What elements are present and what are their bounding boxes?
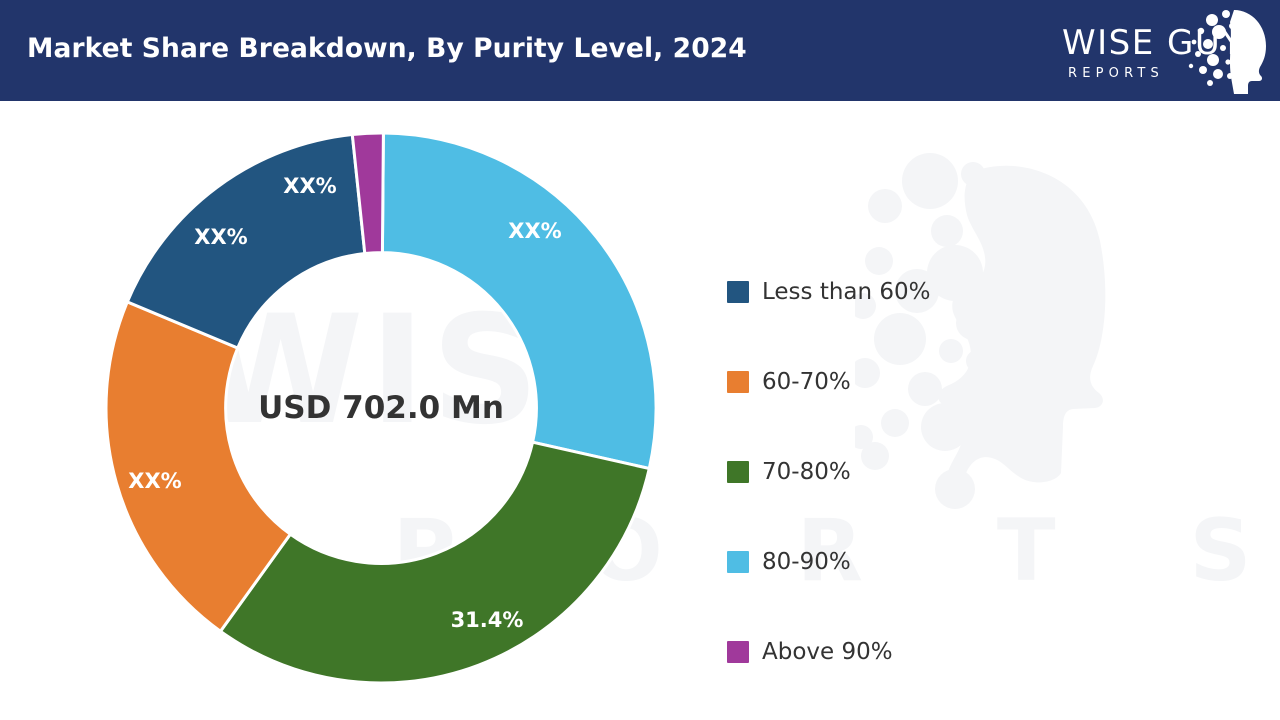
- donut-slice-less-than-60[interactable]: [125, 132, 367, 350]
- brand-logo: WISE GUY REPORTS: [1062, 4, 1272, 96]
- legend-label: 60-70%: [762, 369, 851, 395]
- legend-swatch-icon: [727, 641, 749, 663]
- logo-wordmark-line2: REPORTS: [1068, 66, 1164, 81]
- slice-label-80-90: XX%: [508, 219, 562, 243]
- legend-label: Less than 60%: [762, 279, 931, 305]
- donut-slice-80-90[interactable]: [380, 131, 658, 471]
- slice-label-above-90: XX%: [283, 174, 337, 198]
- legend-item-60-70[interactable]: 60-70%: [727, 337, 1067, 427]
- slice-label-less-than-60: XX%: [194, 225, 248, 249]
- legend-swatch-icon: [727, 461, 749, 483]
- legend-swatch-icon: [727, 281, 749, 303]
- legend-item-70-80[interactable]: 70-80%: [727, 427, 1067, 517]
- wise-guy-reports-logo-icon: WISE GUY REPORTS: [1062, 10, 1266, 94]
- slice-label-70-80: 31.4%: [450, 608, 524, 632]
- donut-slice-70-80[interactable]: [218, 440, 652, 685]
- legend-item-less-than-60[interactable]: Less than 60%: [727, 247, 1067, 337]
- donut-slices: [104, 131, 658, 685]
- chart-plot-area: WISE E P O R T S: [0, 101, 1280, 720]
- legend-item-80-90[interactable]: 80-90%: [727, 517, 1067, 607]
- chart-legend: Less than 60% 60-70% 70-80% 80-90% Above…: [727, 247, 1067, 697]
- legend-item-above-90[interactable]: Above 90%: [727, 607, 1067, 697]
- donut-chart: [104, 131, 658, 685]
- legend-label: 80-90%: [762, 549, 851, 575]
- header-bar: Market Share Breakdown, By Purity Level,…: [0, 0, 1280, 101]
- logo-head-profile-icon: [1230, 10, 1266, 94]
- legend-swatch-icon: [727, 551, 749, 573]
- legend-label: 70-80%: [762, 459, 851, 485]
- legend-label: Above 90%: [762, 639, 893, 665]
- donut-slice-above-90[interactable]: [350, 131, 385, 256]
- page-title: Market Share Breakdown, By Purity Level,…: [27, 33, 747, 64]
- donut-slice-60-70[interactable]: [104, 299, 293, 634]
- donut-center-label: USD 702.0 Mn: [258, 390, 504, 426]
- slice-label-60-70: XX%: [128, 469, 182, 493]
- legend-swatch-icon: [727, 371, 749, 393]
